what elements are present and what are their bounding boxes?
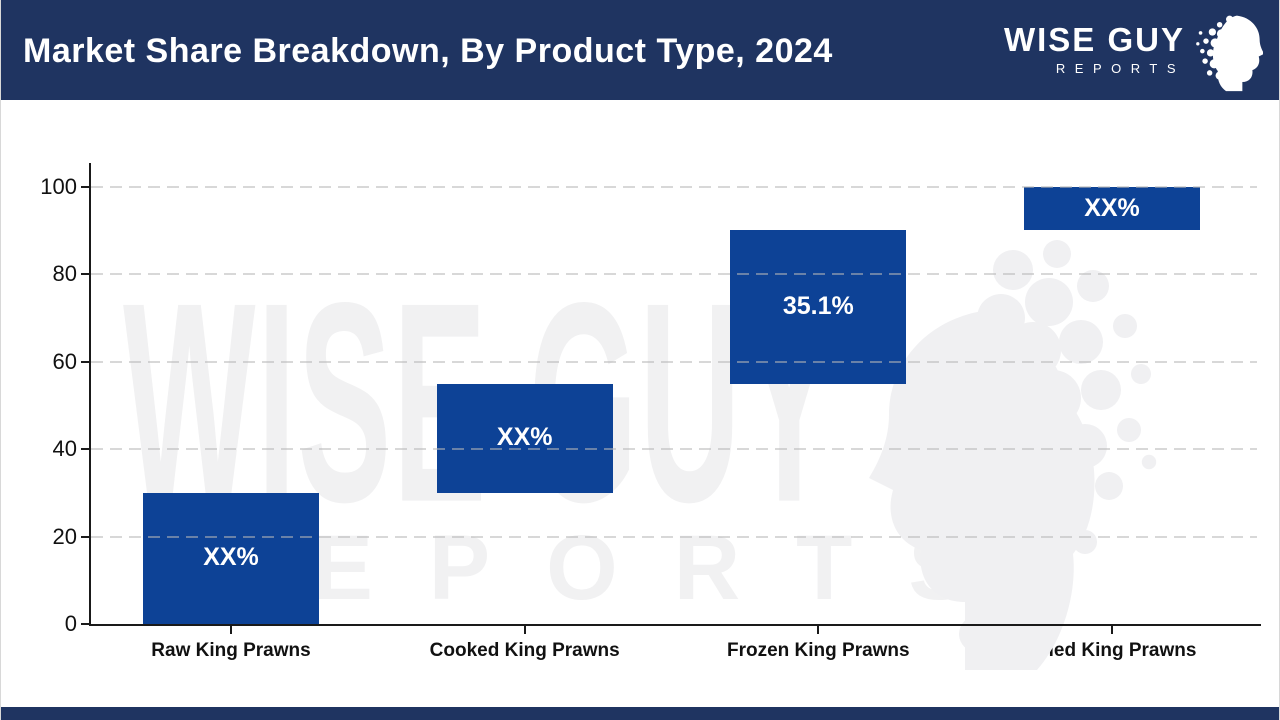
gridline-y-20 [91, 535, 1257, 538]
bar-value-label-4: XX% [1084, 193, 1140, 222]
y-tick-label: 80 [52, 261, 77, 287]
wise-guy-reports-logo: WISE GUY REPORTS [1004, 8, 1263, 92]
y-tick-mark-100 [81, 186, 89, 188]
footer-bar [1, 707, 1279, 720]
bar-value-label-1: XX% [203, 543, 259, 572]
bar-value-label-3: 35.1% [782, 291, 854, 320]
y-tick-mark-0 [81, 623, 89, 625]
gridline-y-40 [91, 448, 1257, 451]
bar-segment-3 [730, 230, 907, 384]
y-tick-label: 40 [52, 436, 77, 462]
y-tick-label: 60 [52, 348, 77, 374]
y-tick-label: 100 [40, 174, 77, 199]
gridline-y-60 [91, 360, 1257, 363]
x-tick-mark-4 [1111, 626, 1113, 634]
y-tick-mark-20 [81, 535, 89, 538]
x-tick-label-4: Dried King Prawns [1027, 640, 1197, 661]
logo-head-icon [1196, 15, 1263, 92]
y-tick-label: 20 [52, 523, 77, 549]
x-tick-mark-1 [230, 626, 232, 634]
gridline-y-100 [91, 186, 1257, 188]
bar-segment-2 [436, 383, 613, 493]
y-tick-mark-60 [81, 360, 89, 363]
watermark-head-icon [869, 240, 1157, 670]
y-axis-line [89, 163, 91, 626]
x-tick-label-1: Raw King Prawns [151, 640, 311, 661]
x-tick-mark-3 [817, 626, 820, 634]
y-tick-mark-80 [81, 273, 89, 276]
logo-wordmark: WISE GUY REPORTS [1004, 22, 1185, 78]
page-title: Market Share Breakdown, By Product Type,… [23, 32, 833, 70]
bar-value-label-2: XX% [496, 423, 553, 452]
x-tick-label-3: Frozen King Prawns [726, 640, 910, 661]
bar-segment-4 [1024, 187, 1200, 231]
y-tick-label: 0 [64, 611, 77, 636]
header-bar: Market Share Breakdown, By Product Type,… [1, 0, 1279, 100]
logo-wordmark-line1: WISE GUY [1003, 21, 1185, 58]
gridline-y-80 [91, 273, 1257, 276]
x-axis-line [89, 624, 1261, 626]
bar-segment-1 [143, 492, 319, 624]
chart-plot-area: 0 20 40 60 80 100 XX% XX% 35.1% XX% Raw King Pra… [1, 100, 1279, 720]
x-tick-mark-2 [523, 626, 526, 634]
y-tick-mark-40 [81, 448, 89, 451]
logo-wordmark-line2: REPORTS [1055, 61, 1185, 76]
x-tick-label-2: Cooked King Prawns [429, 640, 620, 661]
